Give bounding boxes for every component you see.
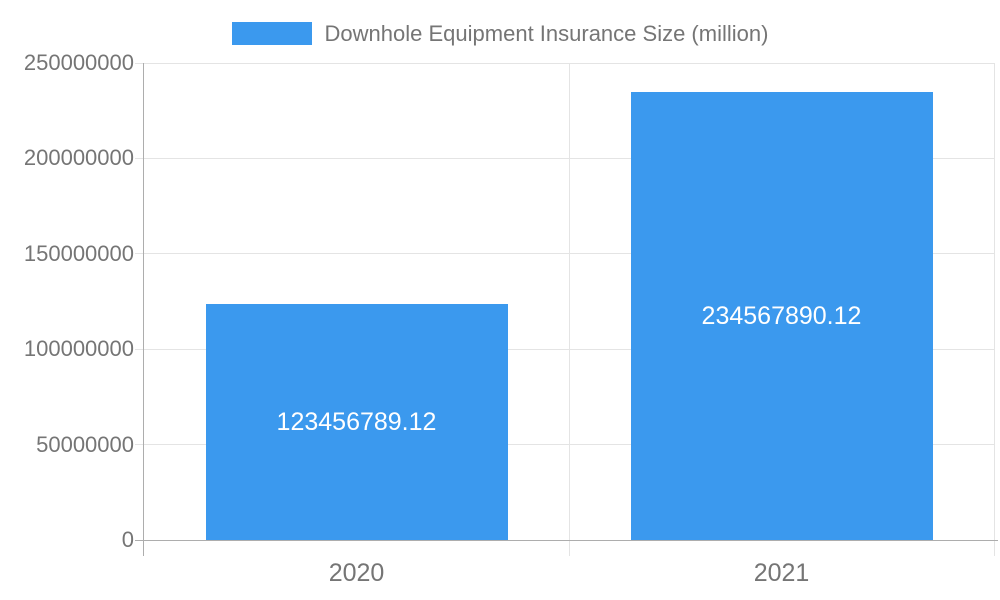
legend-color-swatch: [231, 22, 312, 45]
legend-series-label: Downhole Equipment Insurance Size (milli…: [324, 21, 769, 46]
bar-value-label: 123456789.12: [276, 407, 437, 436]
bar-2020[interactable]: 123456789.12: [205, 304, 508, 540]
x-tick-label: 2020: [328, 559, 385, 587]
gridline-vertical: [568, 63, 570, 540]
y-tick-label: 200000000: [23, 145, 134, 171]
gridline-vertical: [993, 63, 995, 540]
y-axis-tick: [135, 444, 144, 446]
y-tick-label: 100000000: [23, 336, 134, 362]
y-tick-label: 50000000: [36, 431, 134, 457]
x-axis-line: [135, 539, 998, 541]
x-axis-tick: [993, 540, 995, 556]
y-tick-label: 150000000: [23, 240, 134, 266]
y-axis-tick: [135, 157, 144, 159]
x-axis-tick: [568, 540, 570, 556]
y-axis-tick: [135, 348, 144, 350]
bar-value-label: 234567890.12: [701, 301, 862, 330]
y-axis-tick: [135, 62, 144, 64]
bar-2021[interactable]: 234567890.12: [630, 92, 933, 540]
y-axis-tick: [135, 253, 144, 255]
y-axis-line: [143, 63, 144, 556]
y-tick-label: 0: [121, 527, 134, 552]
x-tick-label: 2021: [753, 559, 810, 587]
y-tick-label: 250000000: [23, 50, 134, 75]
chart-legend[interactable]: Downhole Equipment Insurance Size (milli…: [0, 20, 1000, 47]
